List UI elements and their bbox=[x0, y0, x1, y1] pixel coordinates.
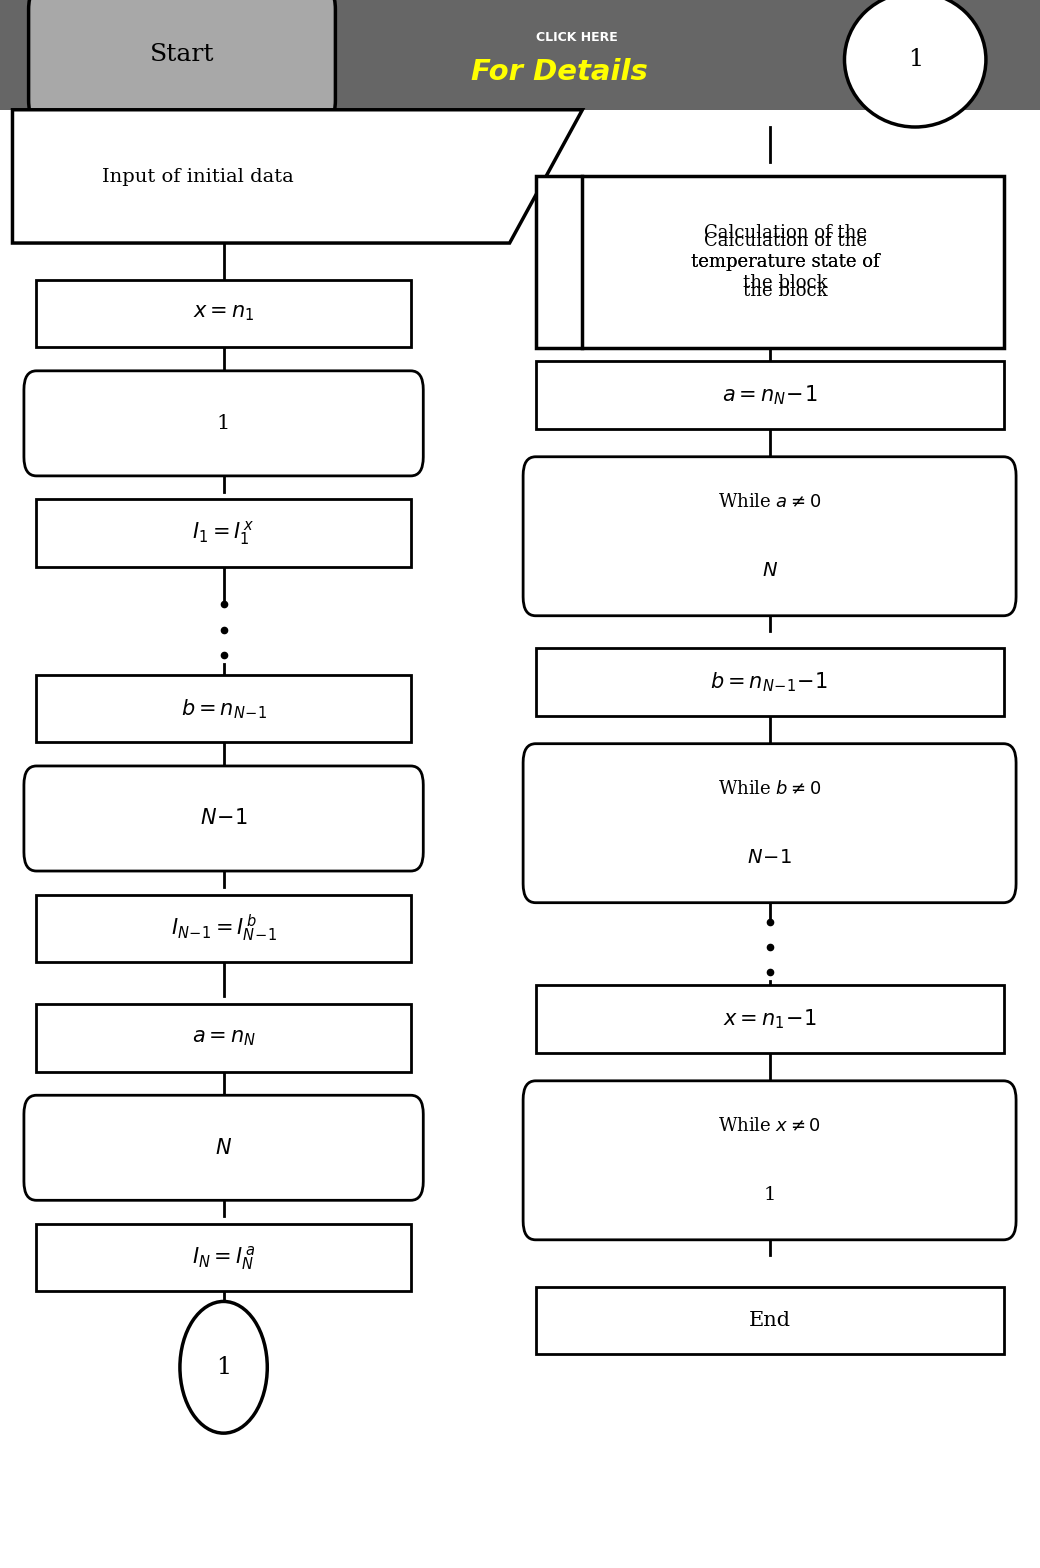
Circle shape bbox=[180, 1301, 267, 1433]
Text: $I_1{=}I_1^{\,x}$: $I_1{=}I_1^{\,x}$ bbox=[192, 519, 255, 547]
Text: Calculation of the
temperature state of
the block: Calculation of the temperature state of … bbox=[691, 224, 880, 299]
Text: While $x{\neq}0$: While $x{\neq}0$ bbox=[719, 1116, 821, 1135]
Text: End: End bbox=[749, 1311, 790, 1330]
Text: 1: 1 bbox=[216, 1356, 231, 1378]
Bar bbox=[536, 176, 1004, 348]
Ellipse shape bbox=[844, 0, 986, 127]
FancyBboxPatch shape bbox=[523, 1080, 1016, 1240]
Text: CLICK HERE: CLICK HERE bbox=[537, 31, 618, 44]
Text: Start: Start bbox=[150, 44, 214, 66]
Text: $I_N{=}I_N^{\,a}$: $I_N{=}I_N^{\,a}$ bbox=[192, 1243, 255, 1272]
Text: $b{=}n_{N\!-\!1}\!-\!1$: $b{=}n_{N\!-\!1}\!-\!1$ bbox=[710, 670, 829, 695]
Text: While $a{\neq}0$: While $a{\neq}0$ bbox=[718, 492, 822, 511]
FancyBboxPatch shape bbox=[24, 1094, 423, 1201]
Text: For Details: For Details bbox=[471, 58, 648, 86]
Bar bbox=[536, 362, 1004, 430]
Polygon shape bbox=[12, 110, 582, 243]
Bar bbox=[36, 1005, 411, 1073]
Bar bbox=[536, 1286, 1004, 1355]
Text: While $b{\neq}0$: While $b{\neq}0$ bbox=[718, 779, 822, 798]
Text: $b{=}n_{N\!-\!1}$: $b{=}n_{N\!-\!1}$ bbox=[181, 696, 266, 721]
Text: $N\!-\!1$: $N\!-\!1$ bbox=[200, 809, 248, 828]
Bar bbox=[36, 499, 411, 566]
Text: 1: 1 bbox=[217, 414, 230, 433]
Bar bbox=[36, 895, 411, 963]
Text: $a{=}n_N$: $a{=}n_N$ bbox=[191, 1029, 256, 1047]
Bar bbox=[36, 279, 411, 348]
Text: Calculation of the
temperature state of
the block: Calculation of the temperature state of … bbox=[691, 232, 880, 292]
Text: $N\!-\!1$: $N\!-\!1$ bbox=[747, 848, 792, 867]
Text: 1: 1 bbox=[763, 1185, 776, 1204]
FancyBboxPatch shape bbox=[24, 767, 423, 872]
Bar bbox=[36, 674, 411, 742]
Bar bbox=[536, 986, 1004, 1054]
Bar bbox=[0, 0, 1040, 110]
FancyBboxPatch shape bbox=[523, 743, 1016, 903]
Bar bbox=[36, 1223, 411, 1292]
Text: 1: 1 bbox=[908, 49, 922, 71]
Bar bbox=[536, 649, 1004, 715]
FancyBboxPatch shape bbox=[24, 370, 423, 477]
Text: $I_{N\!-\!1}{=}I_{N\!-\!1}^{\,b}$: $I_{N\!-\!1}{=}I_{N\!-\!1}^{\,b}$ bbox=[171, 913, 277, 944]
Text: $x{=}n_1$: $x{=}n_1$ bbox=[192, 304, 255, 323]
Text: $a{=}n_N\!-\!1$: $a{=}n_N\!-\!1$ bbox=[722, 383, 817, 408]
Text: Input of initial data: Input of initial data bbox=[102, 168, 293, 187]
FancyBboxPatch shape bbox=[523, 456, 1016, 616]
Text: $x{=}n_1\!-\!1$: $x{=}n_1\!-\!1$ bbox=[723, 1007, 816, 1032]
FancyBboxPatch shape bbox=[28, 0, 336, 124]
Text: $N$: $N$ bbox=[215, 1138, 232, 1157]
Text: $N$: $N$ bbox=[761, 561, 778, 580]
